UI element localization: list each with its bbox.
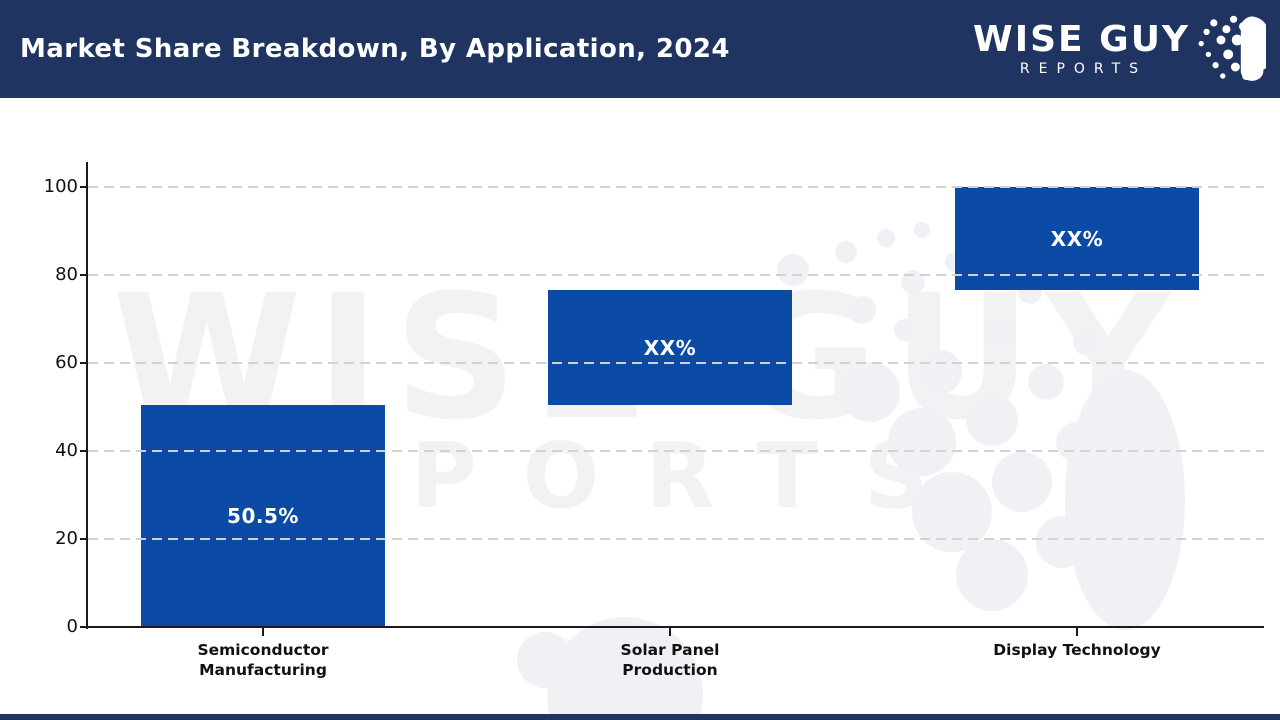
logo-text: WISE GUY REPORTS [972,18,1190,77]
y-tick [80,186,87,188]
chart-title: Market Share Breakdown, By Application, … [20,34,730,64]
bar-value-label: 50.5% [227,503,299,528]
x-tick [669,628,671,636]
gridline-y100 [88,186,1264,188]
y-tick [80,626,87,628]
y-tick [80,362,87,364]
y-tick-label: 0 [66,616,78,637]
x-tick [1076,628,1078,636]
y-tick-label: 40 [55,440,78,461]
y-axis-line [86,162,88,629]
y-tick [80,538,87,540]
logo-reports-text: REPORTS [1019,60,1148,77]
bar-semiconductor-manufacturing: 50.5% [141,404,385,627]
logo-wiseguy-text: WISE GUY [972,18,1190,60]
header-banner: Market Share Breakdown, By Application, … [0,0,1280,98]
footer-bar [0,714,1280,720]
y-tick [80,450,87,452]
wiseguy-logo: WISE GUY REPORTS [973,0,1266,98]
gridline-y40 [88,450,1264,452]
y-tick-label: 60 [55,352,78,373]
gridline-y20 [88,538,1264,540]
x-category-label-display-technology: Display Technology [993,641,1161,659]
bar-value-label: XX% [1050,226,1104,251]
gridline-y80 [88,274,1264,276]
y-tick-label: 100 [43,176,78,197]
bar-solar-panel-production: XX% [548,290,792,405]
bar-value-label: XX% [643,335,697,360]
x-category-label-solar-panel-production: Solar Panel Production [620,641,720,680]
y-tick [80,274,87,276]
y-tick-label: 80 [55,264,78,285]
gridline-y60 [88,362,1264,364]
logo-head-icon [1198,15,1266,81]
bar-display-technology: XX% [955,187,1199,291]
y-tick-label: 20 [55,528,78,549]
x-category-label-semiconductor-manufacturing: Semiconductor Manufacturing [197,641,329,680]
x-tick [262,628,264,636]
